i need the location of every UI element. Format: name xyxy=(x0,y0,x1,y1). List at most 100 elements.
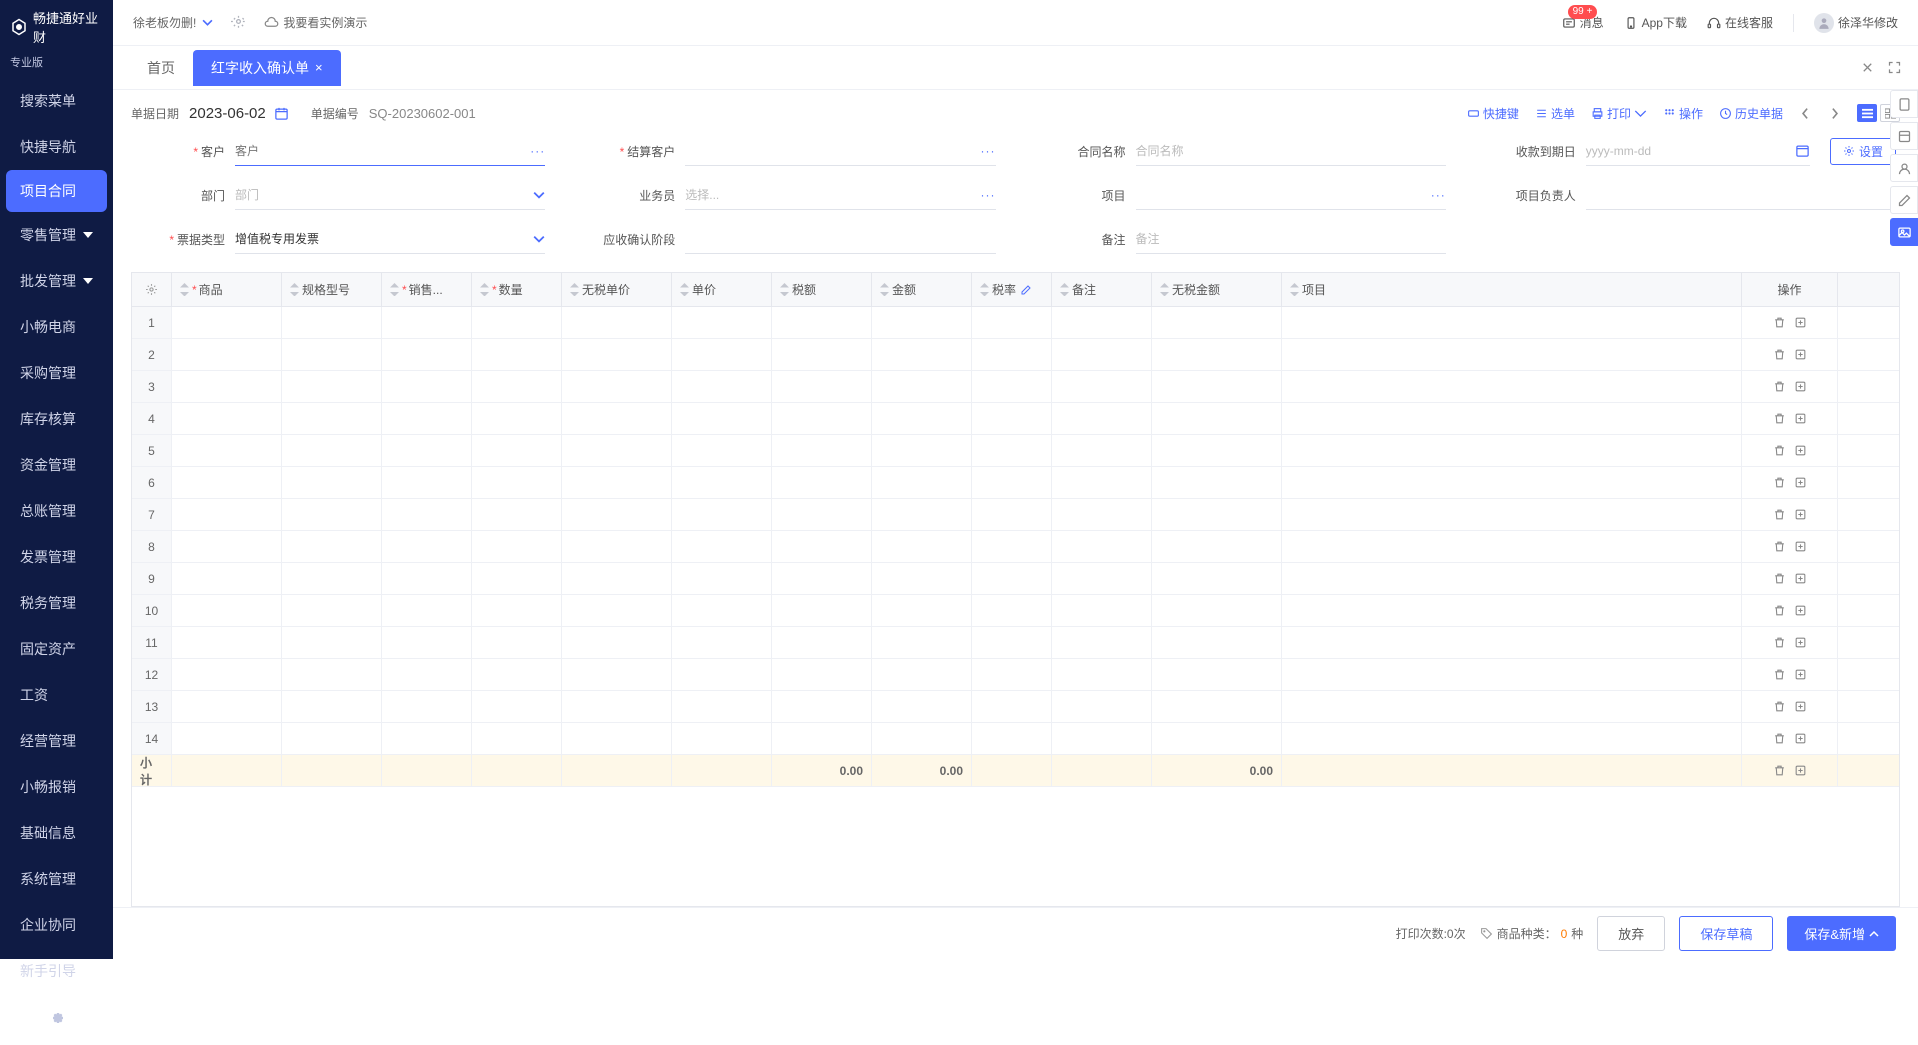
cell-tax_rate[interactable] xyxy=(972,339,1052,370)
fullscreen-icon[interactable] xyxy=(1887,60,1902,75)
cell-price[interactable] xyxy=(672,531,772,562)
col-price[interactable]: 单价 xyxy=(672,273,772,306)
delete-icon[interactable] xyxy=(1773,700,1786,713)
cell-sales[interactable] xyxy=(382,691,472,722)
sidebar-item-7[interactable]: 库存核算 xyxy=(0,396,113,442)
cell-price_notax[interactable] xyxy=(562,659,672,690)
col-tax_rate[interactable]: 税率 xyxy=(972,273,1052,306)
sidebar-item-14[interactable]: 经营管理 xyxy=(0,718,113,764)
delete-icon[interactable] xyxy=(1773,348,1786,361)
cell-amt_notax[interactable] xyxy=(1152,563,1282,594)
cell-sales[interactable] xyxy=(382,595,472,626)
cell-row[interactable]: 13 xyxy=(132,691,172,722)
delete-icon[interactable] xyxy=(1773,476,1786,489)
cell-tax[interactable] xyxy=(772,499,872,530)
cell-sales[interactable] xyxy=(382,467,472,498)
cell-tax_rate[interactable] xyxy=(972,435,1052,466)
messages[interactable]: 99 + 消息 xyxy=(1562,14,1604,31)
cell-row[interactable]: 9 xyxy=(132,563,172,594)
cell-price[interactable] xyxy=(672,723,772,754)
add-icon[interactable] xyxy=(1794,764,1807,777)
table-row[interactable]: 7 xyxy=(132,499,1899,531)
select-action[interactable]: 选单 xyxy=(1535,105,1575,122)
cell-row[interactable]: 5 xyxy=(132,435,172,466)
add-icon[interactable] xyxy=(1794,476,1807,489)
demo-link[interactable]: 我要看实例演示 xyxy=(264,14,367,31)
cell-project[interactable] xyxy=(1282,467,1742,498)
save-new-button[interactable]: 保存&新增 xyxy=(1787,916,1896,951)
cell-price_notax[interactable] xyxy=(562,563,672,594)
cell-remark[interactable] xyxy=(1052,563,1152,594)
cell-remark[interactable] xyxy=(1052,723,1152,754)
cell-spec[interactable] xyxy=(282,371,382,402)
cell-price[interactable] xyxy=(672,435,772,466)
cell-row[interactable]: 2 xyxy=(132,339,172,370)
rb-edit[interactable] xyxy=(1890,186,1918,214)
add-icon[interactable] xyxy=(1794,412,1807,425)
cell-amount[interactable] xyxy=(872,563,972,594)
more-icon[interactable]: ··· xyxy=(530,144,545,158)
cell-sales[interactable] xyxy=(382,723,472,754)
cell-qty[interactable] xyxy=(472,595,562,626)
cell-amount[interactable] xyxy=(872,435,972,466)
cell-tax[interactable] xyxy=(772,563,872,594)
cell-amount[interactable] xyxy=(872,307,972,338)
cell-project[interactable] xyxy=(1282,403,1742,434)
cell-project[interactable] xyxy=(1282,499,1742,530)
col-ops[interactable]: 操作 xyxy=(1742,273,1838,306)
doc-date[interactable]: 2023-06-02 xyxy=(189,105,266,122)
col-project[interactable]: 项目 xyxy=(1282,273,1742,306)
rb-lib[interactable] xyxy=(1890,122,1918,150)
cell-remark[interactable] xyxy=(1052,531,1152,562)
sidebar-item-4[interactable]: 批发管理 xyxy=(0,258,113,304)
cell-qty[interactable] xyxy=(472,691,562,722)
tab-close-icon[interactable]: × xyxy=(315,60,323,75)
cell-sales[interactable] xyxy=(382,435,472,466)
settle-customer-input[interactable]: ··· xyxy=(685,136,995,166)
cell-price[interactable] xyxy=(672,659,772,690)
cell-remark[interactable] xyxy=(1052,307,1152,338)
more-icon[interactable]: ··· xyxy=(981,188,996,202)
more-icon[interactable]: ··· xyxy=(1431,188,1446,202)
next-doc[interactable] xyxy=(1828,107,1841,120)
cell-row[interactable]: 12 xyxy=(132,659,172,690)
cell-amount[interactable] xyxy=(872,595,972,626)
salesman-input[interactable]: 选择...··· xyxy=(685,180,995,210)
add-icon[interactable] xyxy=(1794,540,1807,553)
dept-input[interactable]: 部门 xyxy=(235,180,545,210)
cell-product[interactable] xyxy=(172,499,282,530)
col-qty[interactable]: *数量 xyxy=(472,273,562,306)
col-row[interactable] xyxy=(132,273,172,306)
cell-remark[interactable] xyxy=(1052,595,1152,626)
delete-icon[interactable] xyxy=(1773,380,1786,393)
cell-amount[interactable] xyxy=(872,627,972,658)
cell-spec[interactable] xyxy=(282,531,382,562)
col-amt_notax[interactable]: 无税金额 xyxy=(1152,273,1282,306)
cell-sales[interactable] xyxy=(382,563,472,594)
cell-price[interactable] xyxy=(672,627,772,658)
cell-sales[interactable] xyxy=(382,499,472,530)
add-icon[interactable] xyxy=(1794,700,1807,713)
app-download[interactable]: App下载 xyxy=(1624,14,1687,31)
add-icon[interactable] xyxy=(1794,316,1807,329)
add-icon[interactable] xyxy=(1794,604,1807,617)
cell-price_notax[interactable] xyxy=(562,691,672,722)
contract-input[interactable]: 合同名称 xyxy=(1136,136,1446,166)
cell-row[interactable]: 10 xyxy=(132,595,172,626)
cell-amount[interactable] xyxy=(872,371,972,402)
prev-doc[interactable] xyxy=(1799,107,1812,120)
cell-amt_notax[interactable] xyxy=(1152,307,1282,338)
cell-qty[interactable] xyxy=(472,435,562,466)
cell-qty[interactable] xyxy=(472,403,562,434)
cell-project[interactable] xyxy=(1282,723,1742,754)
cell-product[interactable] xyxy=(172,563,282,594)
cell-tax[interactable] xyxy=(772,467,872,498)
cell-row[interactable]: 1 xyxy=(132,307,172,338)
tab-home[interactable]: 首页 xyxy=(129,50,193,86)
cell-sales[interactable] xyxy=(382,659,472,690)
cell-price[interactable] xyxy=(672,499,772,530)
save-draft-button[interactable]: 保存草稿 xyxy=(1679,916,1773,951)
cell-product[interactable] xyxy=(172,403,282,434)
col-product[interactable]: *商品 xyxy=(172,273,282,306)
sidebar-item-6[interactable]: 采购管理 xyxy=(0,350,113,396)
